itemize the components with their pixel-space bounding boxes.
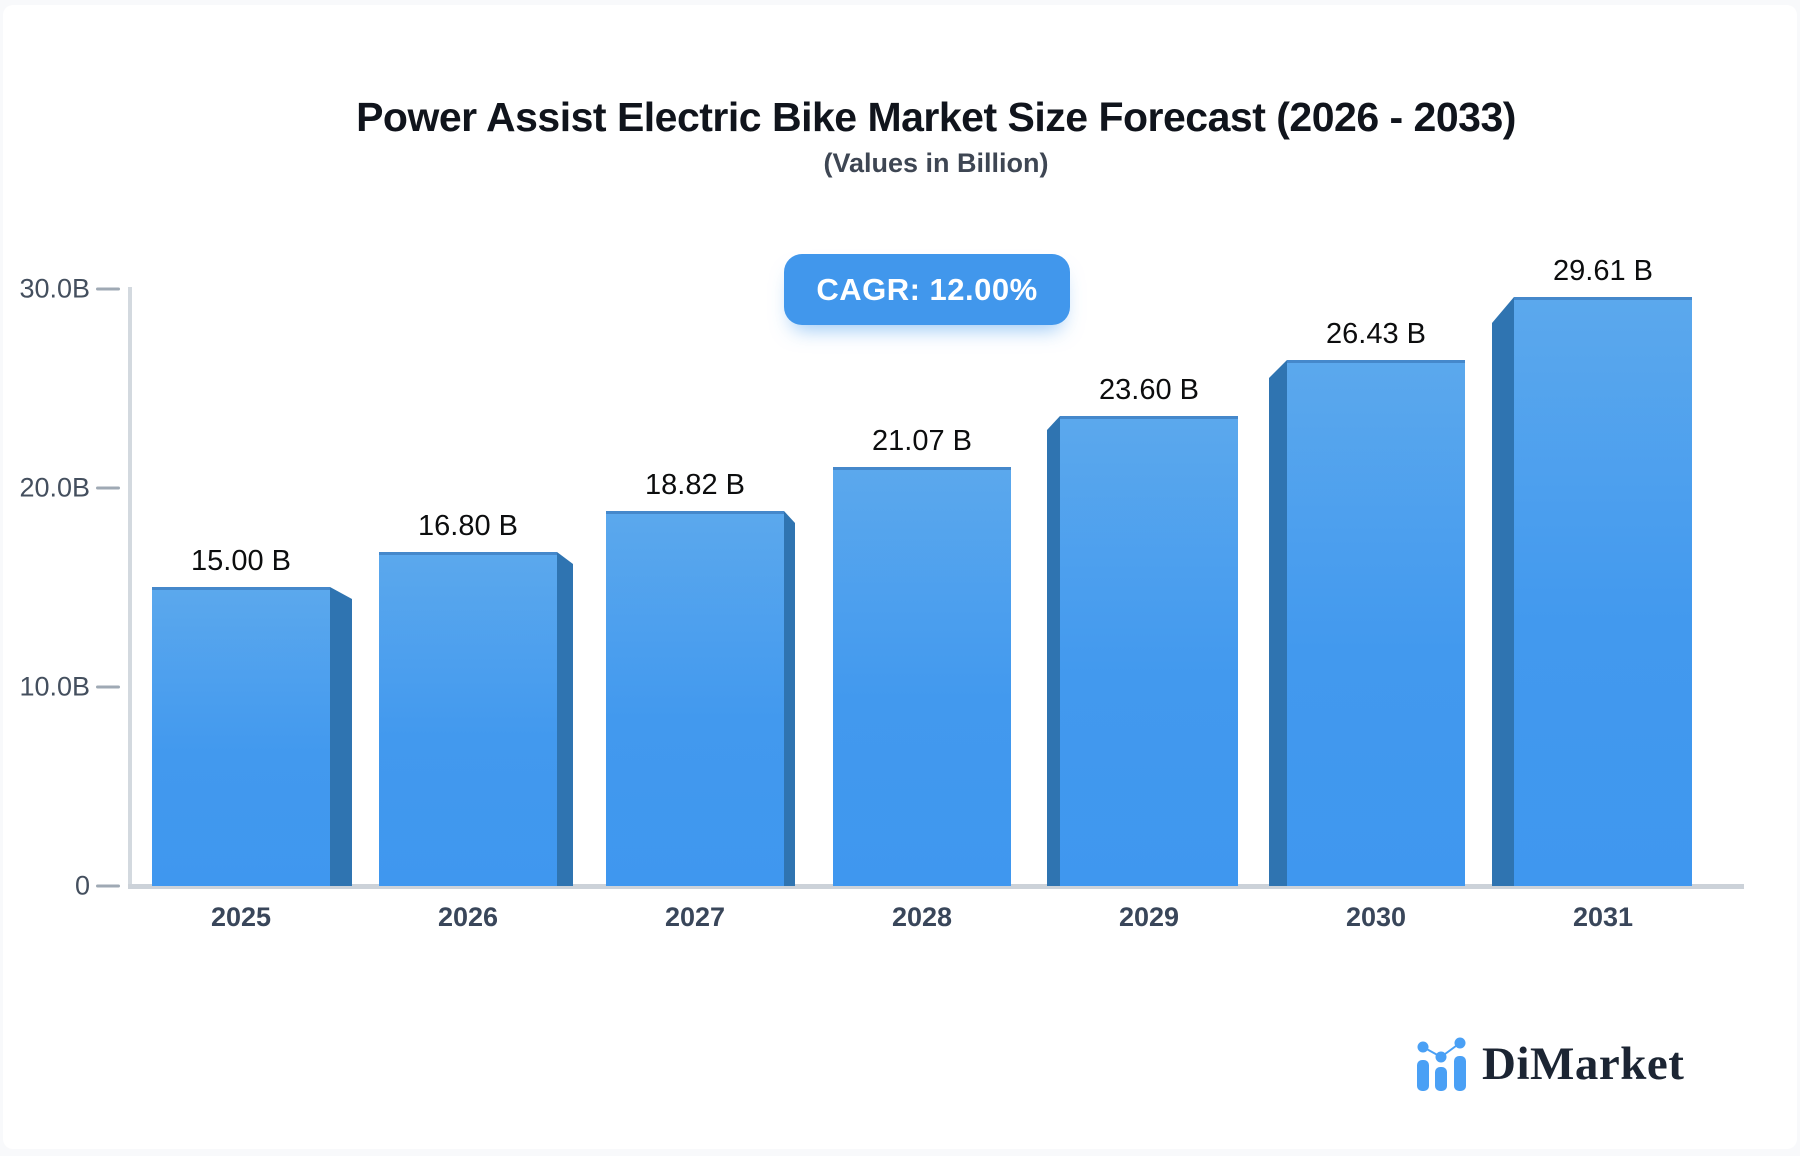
chart-subtitle: (Values in Billion) — [823, 148, 1049, 178]
bar-value-label-2029: 23.60 B — [1099, 374, 1199, 406]
bar-value-label-2025: 15.00 B — [191, 545, 291, 577]
bar-value-label-2031: 29.61 B — [1553, 255, 1653, 287]
x-axis-label-2026: 2026 — [437, 902, 499, 932]
y-axis-tick-label: 20.0B — [19, 472, 90, 503]
bar-value-label-2030: 26.43 B — [1326, 318, 1426, 350]
bar-value-label-2027: 18.82 B — [645, 469, 745, 501]
bar-chart-logo-icon — [1417, 1037, 1466, 1091]
cagr-badge-label: CAGR: 12.00% — [816, 271, 1038, 307]
brand-logo: DiMarket — [1416, 1036, 1684, 1092]
bar-2031 — [1514, 297, 1692, 886]
bar-2028 — [833, 467, 1011, 886]
x-axis-label-2027: 2027 — [664, 902, 726, 932]
x-axis-label-2028: 2028 — [891, 902, 953, 932]
y-axis-tick-mark — [96, 287, 120, 291]
bar-value-label-2026: 16.80 B — [418, 510, 518, 542]
x-axis-label-2025: 2025 — [210, 902, 272, 932]
x-axis-label-2031: 2031 — [1572, 902, 1634, 932]
y-axis-tick-mark — [96, 685, 120, 689]
x-axis-label-2029: 2029 — [1118, 902, 1180, 932]
bar-2025 — [152, 587, 330, 886]
bar-side-face-2025 — [330, 587, 352, 886]
bar-2026 — [379, 552, 557, 886]
y-axis-line — [128, 287, 132, 887]
bar-side-face-2029 — [1047, 416, 1060, 886]
bar-side-face-2026 — [557, 552, 573, 886]
bar-side-face-2027 — [784, 511, 795, 886]
y-axis-tick-label: 30.0B — [19, 273, 90, 304]
x-axis-line — [128, 884, 1744, 889]
cagr-badge: CAGR: 12.00% — [784, 254, 1070, 325]
y-axis-tick-label: 10.0B — [19, 671, 90, 702]
y-axis-tick-mark — [96, 486, 120, 490]
bar-2030 — [1287, 360, 1465, 886]
bar-side-face-2030 — [1269, 360, 1287, 886]
y-axis-tick-mark — [96, 884, 120, 888]
y-axis-tick-label: 0 — [74, 870, 90, 901]
chart-title: Power Assist Electric Bike Market Size F… — [356, 94, 1516, 140]
bar-value-label-2028: 21.07 B — [872, 425, 972, 457]
bar-2029 — [1060, 416, 1238, 886]
bar-2027 — [606, 511, 784, 886]
bar-side-face-2031 — [1492, 297, 1514, 886]
brand-name: DiMarket — [1482, 1038, 1685, 1090]
x-axis-label-2030: 2030 — [1345, 902, 1407, 932]
